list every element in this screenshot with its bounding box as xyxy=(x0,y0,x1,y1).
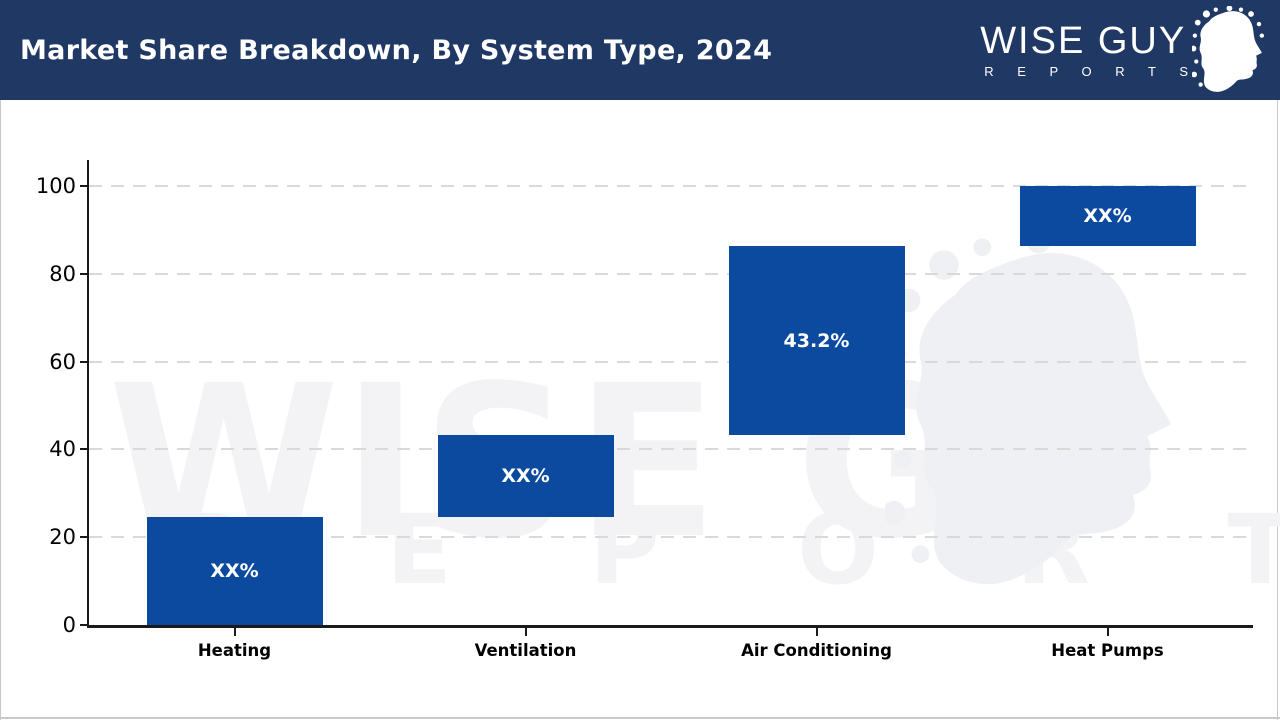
logo-wordmark-line1: WISE GUY xyxy=(980,19,1187,62)
bar-air-conditioning: 43.2% xyxy=(728,245,905,436)
bar-heat-pumps: XX% xyxy=(1019,186,1196,246)
y-axis-tick-0 xyxy=(80,624,88,626)
x-axis-line xyxy=(87,625,1253,628)
bar-value-label: XX% xyxy=(501,464,550,487)
y-tick-label-40: 40 xyxy=(49,437,76,462)
y-tick-label-0: 0 xyxy=(62,613,76,637)
y-axis-tick-20 xyxy=(80,536,88,539)
bar-ventilation: XX% xyxy=(437,435,614,517)
x-axis-tick-2 xyxy=(815,628,818,636)
logo-wordmark: WISE GUY R E P O R T S xyxy=(980,22,1198,79)
y-axis-tick-60 xyxy=(80,360,88,363)
logo-face-icon xyxy=(1192,6,1264,92)
x-axis-tick-1 xyxy=(524,628,527,636)
x-axis-tick-3 xyxy=(1106,628,1109,636)
x-axis-tick-0 xyxy=(233,628,236,636)
y-tick-label-80: 80 xyxy=(49,261,76,286)
y-tick-label-100: 100 xyxy=(35,174,76,198)
y-axis-tick-40 xyxy=(80,448,88,451)
bar-value-label: 43.2% xyxy=(783,329,850,352)
bar-value-label: XX% xyxy=(1083,204,1132,227)
page-border-right xyxy=(1277,100,1278,720)
gridline-100 xyxy=(89,185,1253,187)
brand-logo: WISE GUY R E P O R T S xyxy=(980,6,1264,94)
gridline-20 xyxy=(89,536,1253,539)
logo-wordmark-line2: R E P O R T S xyxy=(984,63,1198,79)
bar-value-label: XX% xyxy=(210,559,259,582)
gridline-60 xyxy=(89,360,1253,363)
bar-heating: XX% xyxy=(146,516,323,625)
watermark-face-icon xyxy=(885,230,1172,585)
x-tick-label-0: Heating xyxy=(197,641,272,660)
y-axis-tick-80 xyxy=(80,272,88,275)
y-axis-line xyxy=(87,160,89,627)
chart-area: WISE GU R E P O R T S 020406080100XX%Hea… xyxy=(0,100,1280,720)
y-tick-label-60: 60 xyxy=(49,349,76,374)
y-axis-tick-100 xyxy=(80,185,88,187)
x-tick-label-3: Heat Pumps xyxy=(1051,641,1164,660)
page-title: Market Share Breakdown, By System Type, … xyxy=(20,34,773,66)
y-tick-label-20: 20 xyxy=(49,525,76,550)
gridline-40 xyxy=(89,448,1253,451)
header: Market Share Breakdown, By System Type, … xyxy=(0,0,1280,100)
x-tick-label-1: Ventilation xyxy=(474,641,577,660)
gridline-80 xyxy=(89,272,1253,275)
x-tick-label-2: Air Conditioning xyxy=(741,641,892,660)
page-border-bottom xyxy=(0,717,1280,719)
page-border-left xyxy=(0,100,1,720)
